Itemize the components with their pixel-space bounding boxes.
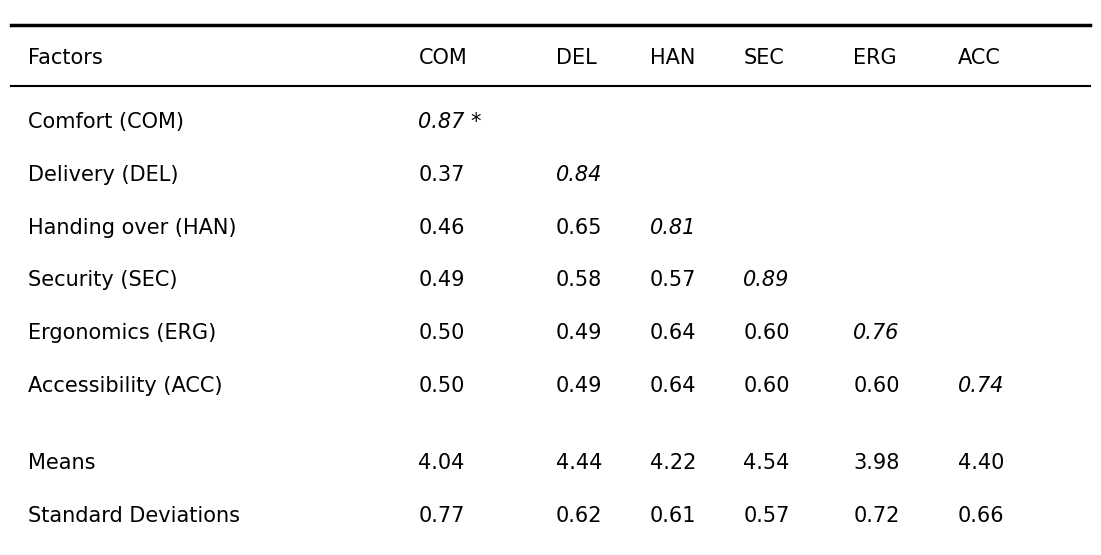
Text: Delivery (DEL): Delivery (DEL) (28, 165, 178, 185)
Text: Factors: Factors (28, 48, 102, 68)
Text: 0.49: 0.49 (556, 323, 602, 343)
Text: 0.64: 0.64 (650, 376, 696, 396)
Text: 3.98: 3.98 (853, 453, 900, 473)
Text: 0.50: 0.50 (418, 323, 465, 343)
Text: 0.37: 0.37 (418, 165, 465, 185)
Text: 0.64: 0.64 (650, 323, 696, 343)
Text: 0.76: 0.76 (853, 323, 900, 343)
Text: ACC: ACC (958, 48, 1001, 68)
Text: Standard Deviations: Standard Deviations (28, 506, 240, 526)
Text: 0.89: 0.89 (743, 270, 789, 290)
Text: 0.58: 0.58 (556, 270, 602, 290)
Text: Means: Means (28, 453, 95, 473)
Text: DEL: DEL (556, 48, 597, 68)
Text: 0.50: 0.50 (418, 376, 465, 396)
Text: Security (SEC): Security (SEC) (28, 270, 177, 290)
Text: 0.57: 0.57 (650, 270, 696, 290)
Text: 0.60: 0.60 (743, 323, 789, 343)
Text: 0.61: 0.61 (650, 506, 696, 526)
Text: 0.87 *: 0.87 * (418, 112, 482, 132)
Text: Ergonomics (ERG): Ergonomics (ERG) (28, 323, 216, 343)
Text: SEC: SEC (743, 48, 784, 68)
Text: 4.04: 4.04 (418, 453, 465, 473)
Text: 4.40: 4.40 (958, 453, 1004, 473)
Text: 4.44: 4.44 (556, 453, 602, 473)
Text: 0.49: 0.49 (556, 376, 602, 396)
Text: 0.77: 0.77 (418, 506, 465, 526)
Text: ERG: ERG (853, 48, 897, 68)
Text: 4.22: 4.22 (650, 453, 696, 473)
Text: 4.54: 4.54 (743, 453, 789, 473)
Text: HAN: HAN (650, 48, 695, 68)
Text: Comfort (COM): Comfort (COM) (28, 112, 184, 132)
Text: 0.74: 0.74 (958, 376, 1004, 396)
Text: 0.84: 0.84 (556, 165, 602, 185)
Text: 0.72: 0.72 (853, 506, 900, 526)
Text: 0.49: 0.49 (418, 270, 465, 290)
Text: 0.66: 0.66 (958, 506, 1004, 526)
Text: Accessibility (ACC): Accessibility (ACC) (28, 376, 222, 396)
Text: 0.60: 0.60 (743, 376, 789, 396)
Text: 0.81: 0.81 (650, 218, 696, 238)
Text: COM: COM (418, 48, 467, 68)
Text: 0.46: 0.46 (418, 218, 465, 238)
Text: 0.65: 0.65 (556, 218, 602, 238)
Text: Handing over (HAN): Handing over (HAN) (28, 218, 236, 238)
Text: 0.60: 0.60 (853, 376, 900, 396)
Text: 0.57: 0.57 (743, 506, 789, 526)
Text: 0.62: 0.62 (556, 506, 602, 526)
